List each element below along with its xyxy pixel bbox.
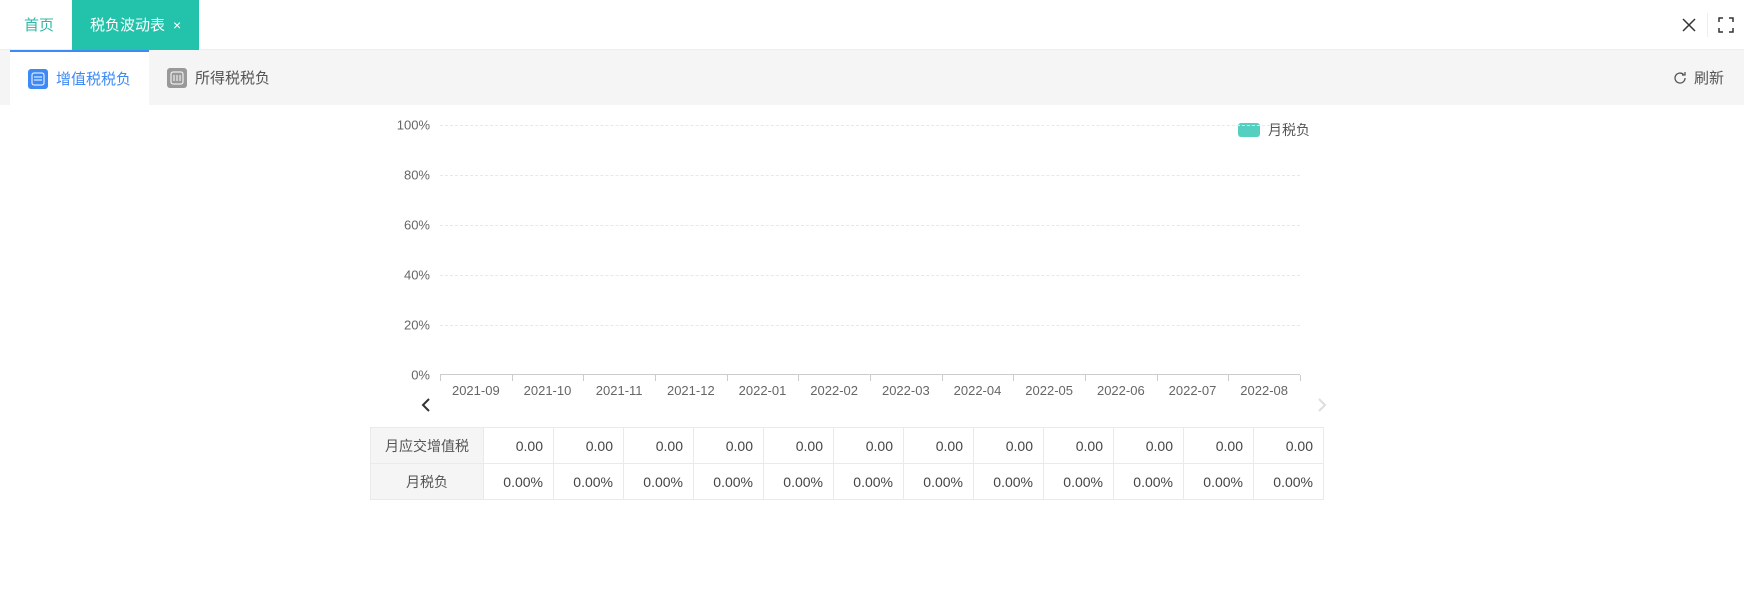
x-axis-tick — [1085, 375, 1086, 381]
main-content: 月税负 0%20%40%60%80%100%2021-092021-102021… — [0, 105, 1744, 115]
x-axis-tick — [655, 375, 656, 381]
grid-line — [440, 175, 1300, 176]
x-axis-tick — [1228, 375, 1229, 381]
tab-tax-fluctuation-label: 税负波动表 — [90, 14, 165, 35]
table-cell: 0.00% — [1044, 464, 1114, 500]
table-cell: 0.00 — [834, 428, 904, 464]
table-row: 月税负0.00%0.00%0.00%0.00%0.00%0.00%0.00%0.… — [371, 464, 1324, 500]
table-cell: 0.00 — [974, 428, 1044, 464]
fullscreen-button[interactable] — [1708, 0, 1744, 50]
refresh-label: 刷新 — [1694, 67, 1724, 88]
close-icon[interactable]: × — [173, 17, 181, 33]
tab-income-tax-burden[interactable]: 所得税税负 — [149, 50, 288, 105]
sub-tab-bar: 增值税税负 所得税税负 刷新 — [0, 50, 1744, 105]
close-panel-button[interactable] — [1671, 0, 1707, 50]
x-axis-tick — [440, 375, 441, 381]
x-axis-tick — [1013, 375, 1014, 381]
table-cell: 0.00 — [764, 428, 834, 464]
x-axis-label: 2022-08 — [1240, 383, 1288, 398]
table-cell: 0.00% — [624, 464, 694, 500]
grid-line — [440, 225, 1300, 226]
vat-icon — [28, 69, 48, 89]
x-axis-tick — [512, 375, 513, 381]
y-axis-label: 80% — [404, 168, 430, 183]
y-axis-label: 0% — [411, 368, 430, 383]
prev-period-button[interactable] — [414, 393, 438, 417]
x-axis-label: 2022-06 — [1097, 383, 1145, 398]
table-cell: 0.00 — [694, 428, 764, 464]
table-cell: 0.00% — [694, 464, 764, 500]
grid-line — [440, 275, 1300, 276]
x-axis-label: 2022-07 — [1169, 383, 1217, 398]
table-cell: 0.00 — [1044, 428, 1114, 464]
table-cell: 0.00 — [904, 428, 974, 464]
x-axis-tick — [942, 375, 943, 381]
chevron-right-icon — [1316, 397, 1328, 413]
table-cell: 0.00% — [554, 464, 624, 500]
tab-home[interactable]: 首页 — [6, 0, 72, 50]
tab-income-tax-burden-label: 所得税税负 — [195, 67, 270, 88]
x-axis-tick — [798, 375, 799, 381]
tab-vat-burden-label: 增值税税负 — [56, 68, 131, 89]
y-axis-label: 60% — [404, 218, 430, 233]
y-axis-label: 20% — [404, 318, 430, 333]
refresh-icon — [1672, 70, 1688, 86]
tab-home-label: 首页 — [24, 14, 54, 35]
table-cell: 0.00% — [974, 464, 1044, 500]
x-axis-tick — [727, 375, 728, 381]
chevron-left-icon — [420, 397, 432, 413]
table-row: 月应交增值税0.000.000.000.000.000.000.000.000.… — [371, 428, 1324, 464]
x-axis-label: 2022-05 — [1025, 383, 1073, 398]
table-cell: 0.00% — [484, 464, 554, 500]
y-axis-label: 40% — [404, 268, 430, 283]
table-cell: 0.00% — [1184, 464, 1254, 500]
table-cell: 0.00% — [904, 464, 974, 500]
grid-line — [440, 125, 1300, 126]
x-axis-label: 2022-01 — [739, 383, 787, 398]
x-axis-tick — [1300, 375, 1301, 381]
table-cell: 0.00 — [1184, 428, 1254, 464]
grid-line — [440, 325, 1300, 326]
table-cell: 0.00 — [624, 428, 694, 464]
top-right-controls — [1671, 0, 1744, 50]
table-cell: 0.00% — [764, 464, 834, 500]
tax-burden-chart: 0%20%40%60%80%100%2021-092021-102021-112… — [440, 125, 1300, 395]
top-tab-strip: 首页 税负波动表 × — [0, 0, 1744, 50]
x-axis-label: 2022-02 — [810, 383, 858, 398]
table-cell: 0.00% — [1114, 464, 1184, 500]
tab-vat-burden[interactable]: 增值税税负 — [10, 50, 149, 105]
table-cell: 0.00 — [554, 428, 624, 464]
x-axis-label: 2022-03 — [882, 383, 930, 398]
tab-tax-fluctuation[interactable]: 税负波动表 × — [72, 0, 199, 50]
table-cell: 0.00 — [484, 428, 554, 464]
x-axis-label: 2021-09 — [452, 383, 500, 398]
x-axis-tick — [1157, 375, 1158, 381]
row-header: 月税负 — [371, 464, 484, 500]
fullscreen-icon — [1718, 17, 1734, 33]
chart-plot-area — [440, 125, 1300, 375]
x-axis-label: 2022-04 — [954, 383, 1002, 398]
table-cell: 0.00% — [834, 464, 904, 500]
next-period-button[interactable] — [1310, 393, 1334, 417]
tax-data-table: 月应交增值税0.000.000.000.000.000.000.000.000.… — [370, 427, 1324, 500]
x-icon — [1681, 17, 1697, 33]
income-icon — [167, 68, 187, 88]
y-axis-label: 100% — [397, 118, 430, 133]
x-axis-tick — [870, 375, 871, 381]
refresh-button[interactable]: 刷新 — [1672, 50, 1724, 105]
x-axis-tick — [583, 375, 584, 381]
x-axis-label: 2021-12 — [667, 383, 715, 398]
table-cell: 0.00 — [1114, 428, 1184, 464]
row-header: 月应交增值税 — [371, 428, 484, 464]
x-axis-label: 2021-11 — [596, 383, 643, 398]
table-cell: 0.00 — [1254, 428, 1324, 464]
table-cell: 0.00% — [1254, 464, 1324, 500]
x-axis-label: 2021-10 — [524, 383, 572, 398]
